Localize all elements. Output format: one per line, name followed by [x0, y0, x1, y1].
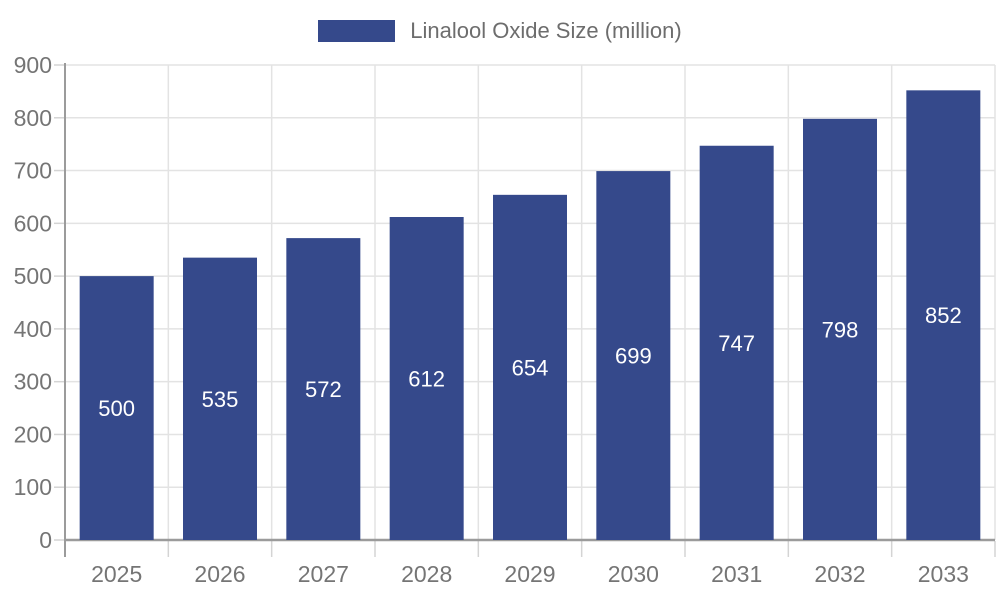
bar-value-label: 572 — [305, 377, 342, 402]
bar-2029 — [493, 194, 567, 541]
bar-2032 — [803, 118, 877, 540]
bar-value-label: 612 — [408, 367, 445, 392]
x-axis-tick-label: 2031 — [711, 561, 762, 587]
y-axis-tick-label: 800 — [14, 105, 52, 131]
bar-value-label: 535 — [202, 387, 239, 412]
x-axis-tick-label: 2027 — [298, 561, 349, 587]
bar-2031 — [699, 145, 774, 540]
x-axis-tick-label: 2030 — [608, 561, 659, 587]
legend-swatch — [318, 20, 396, 42]
y-axis-tick-label: 200 — [14, 421, 52, 447]
y-axis-tick-label: 700 — [14, 158, 52, 184]
legend-label: Linalool Oxide Size (million) — [410, 18, 682, 43]
bar-2027 — [286, 238, 361, 540]
bar-value-label: 654 — [512, 355, 549, 380]
bar-2030 — [596, 171, 671, 541]
bar-2033 — [906, 90, 981, 540]
y-axis-tick-label: 400 — [14, 316, 52, 342]
x-axis-tick-label: 2033 — [918, 561, 969, 587]
y-axis-tick-label: 0 — [39, 527, 52, 553]
x-axis-tick-label: 2029 — [504, 561, 555, 587]
bar-value-label: 798 — [822, 317, 859, 342]
y-axis-tick-label: 100 — [14, 474, 52, 500]
bar-2025 — [79, 276, 154, 540]
legend: Linalool Oxide Size (million) — [0, 16, 1000, 46]
y-axis-tick-label: 600 — [14, 210, 52, 236]
bar-value-label: 500 — [98, 396, 135, 421]
x-axis-tick-label: 2025 — [91, 561, 142, 587]
bar-2028 — [389, 217, 464, 540]
bar-value-label: 852 — [925, 303, 962, 328]
x-axis-tick-label: 2028 — [401, 561, 452, 587]
bar-value-label: 747 — [718, 331, 755, 356]
y-axis-tick-label: 500 — [14, 263, 52, 289]
x-axis-tick-label: 2026 — [194, 561, 245, 587]
x-axis-tick-label: 2032 — [814, 561, 865, 587]
y-axis-tick-label: 900 — [14, 52, 52, 78]
bar-2026 — [183, 257, 257, 540]
y-axis-tick-label: 300 — [14, 369, 52, 395]
bar-value-label: 699 — [615, 344, 652, 369]
